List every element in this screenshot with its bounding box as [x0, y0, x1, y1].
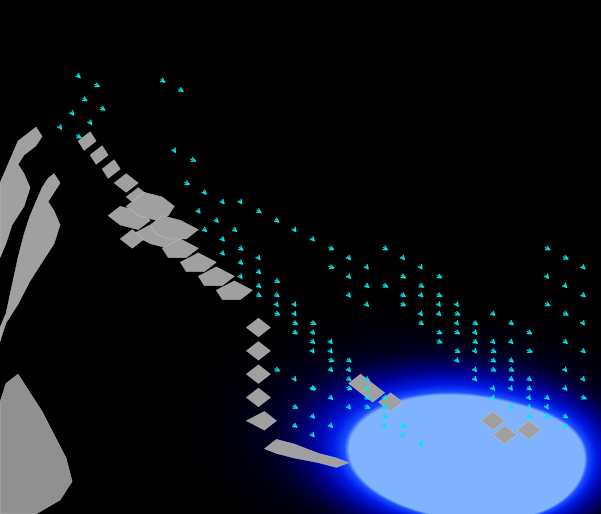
Polygon shape	[264, 439, 349, 467]
Polygon shape	[246, 388, 270, 407]
Polygon shape	[114, 174, 138, 192]
Polygon shape	[0, 374, 72, 514]
Polygon shape	[246, 318, 270, 337]
Polygon shape	[78, 132, 96, 151]
Polygon shape	[90, 145, 108, 164]
Polygon shape	[108, 206, 150, 230]
Polygon shape	[120, 230, 144, 248]
Text: Arrows show the wind wave direction: Arrows show the wind wave direction	[176, 31, 425, 44]
Text: Secondary Swell energy on Saturday 22 Mar at 11am +11: Secondary Swell energy on Saturday 22 Ma…	[47, 5, 554, 23]
Polygon shape	[0, 127, 42, 258]
Polygon shape	[493, 426, 517, 444]
Polygon shape	[216, 281, 252, 300]
Polygon shape	[246, 365, 270, 383]
Polygon shape	[198, 267, 234, 286]
Polygon shape	[0, 174, 60, 341]
Polygon shape	[481, 411, 505, 430]
Polygon shape	[102, 160, 120, 178]
Polygon shape	[246, 341, 270, 360]
Polygon shape	[126, 192, 174, 221]
Polygon shape	[349, 374, 373, 393]
Polygon shape	[162, 239, 198, 258]
Polygon shape	[517, 421, 541, 439]
Polygon shape	[180, 253, 216, 271]
Polygon shape	[379, 393, 403, 411]
Polygon shape	[126, 188, 150, 206]
Polygon shape	[361, 383, 385, 402]
Polygon shape	[132, 225, 180, 248]
Polygon shape	[246, 411, 276, 430]
Polygon shape	[150, 216, 198, 239]
